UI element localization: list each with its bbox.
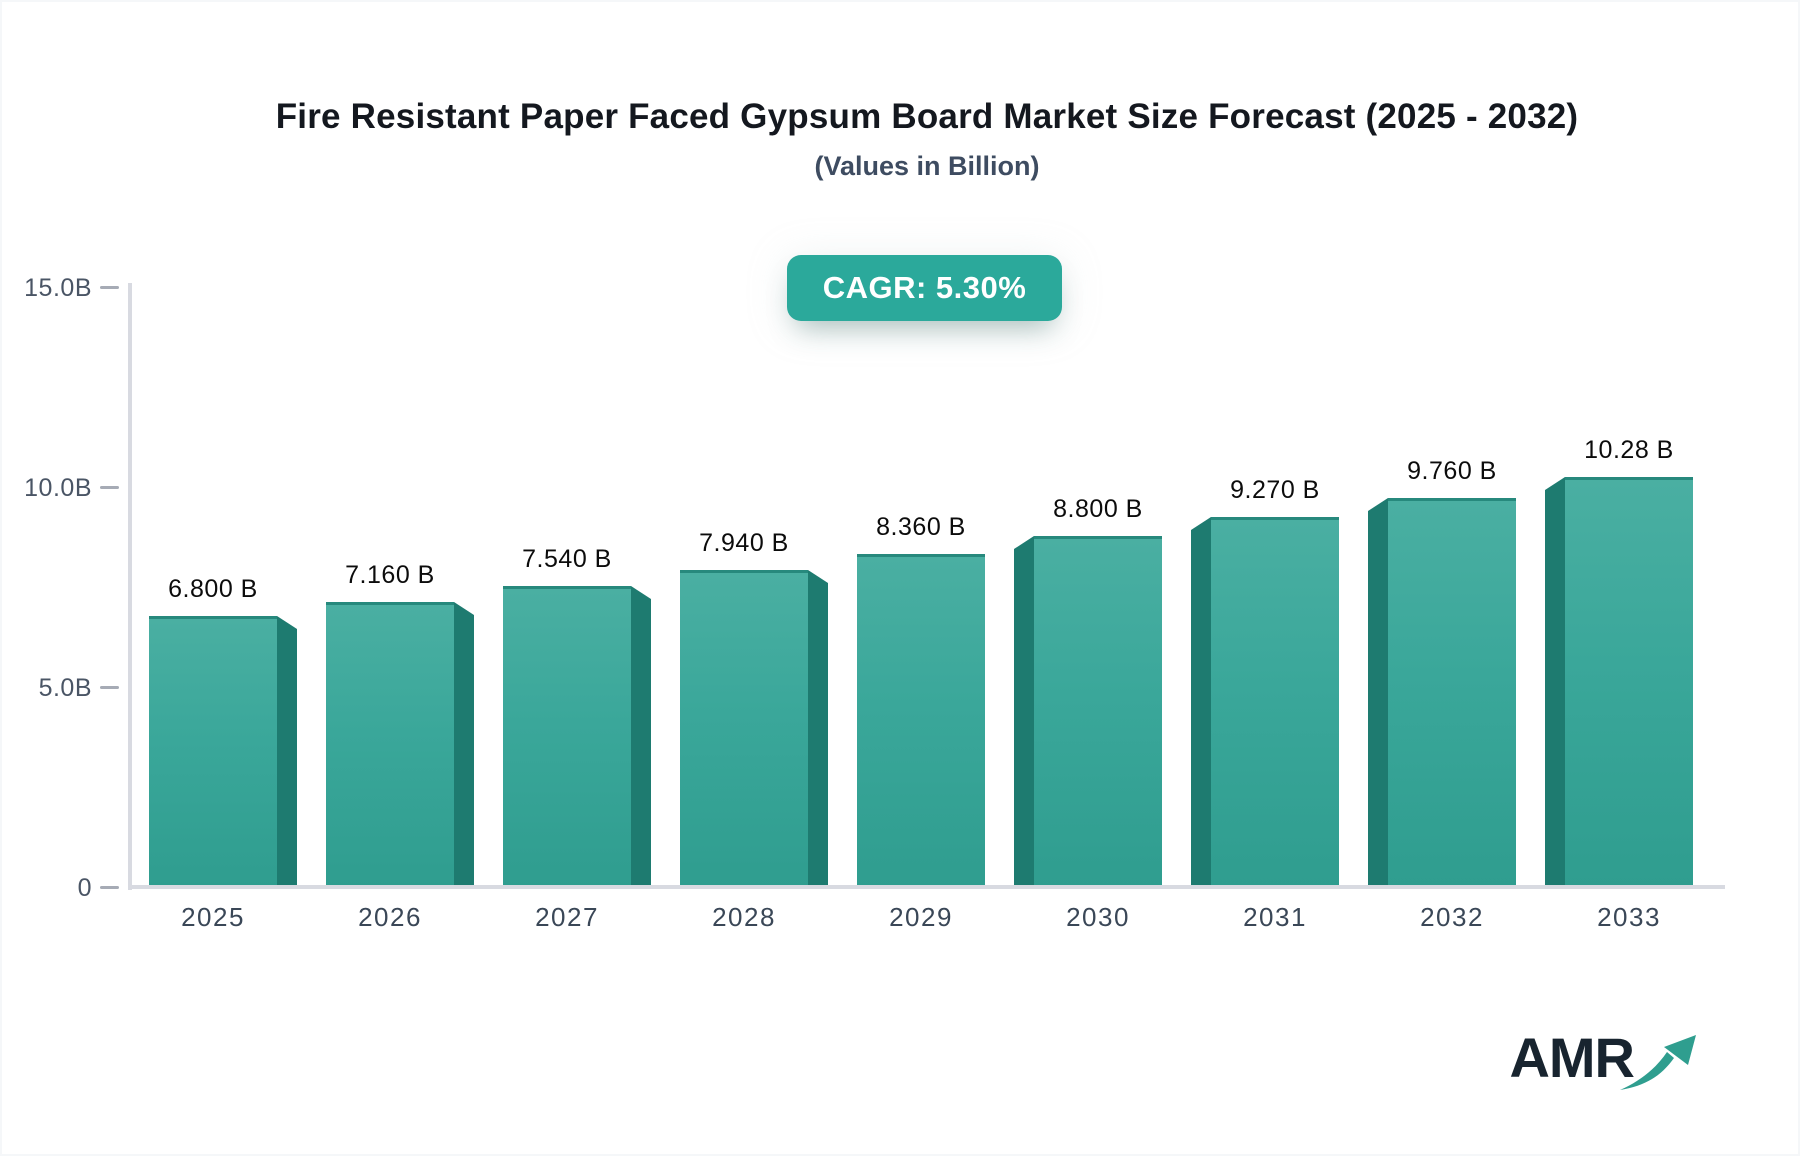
bar[interactable] <box>1034 536 1162 888</box>
bar[interactable] <box>857 554 985 888</box>
x-axis-label: 2027 <box>535 902 599 932</box>
y-axis-tick-label: 10.0B <box>24 474 92 502</box>
x-axis-label: 2028 <box>712 902 776 932</box>
y-axis-tick-mark <box>100 686 119 689</box>
bar-value-label: 9.760 B <box>1407 457 1497 485</box>
y-axis-line <box>128 283 132 890</box>
bar-value-label: 8.360 B <box>876 513 966 541</box>
chart-title: Fire Resistant Paper Faced Gypsum Board … <box>275 97 1579 136</box>
chart-header: Fire Resistant Paper Faced Gypsum Board … <box>0 0 1800 182</box>
amr-logo-text: AMR <box>1509 1026 1635 1089</box>
bar-value-label: 9.270 B <box>1230 476 1320 504</box>
x-axis-label: 2030 <box>1066 902 1130 932</box>
bar[interactable] <box>1388 498 1516 888</box>
bar-value-label: 8.800 B <box>1053 495 1143 523</box>
bar-value-label: 7.160 B <box>345 561 435 589</box>
bar-value-label: 7.940 B <box>699 529 789 557</box>
y-axis-tick-mark <box>100 486 119 489</box>
bar-value-label: 10.28 B <box>1584 436 1674 464</box>
bar-value-label: 6.800 B <box>168 575 258 603</box>
growth-arrow-icon <box>1620 1035 1696 1090</box>
cagr-badge: CAGR: 5.30% <box>787 255 1062 321</box>
y-axis-tick-mark <box>100 286 119 289</box>
bar-side-face <box>631 586 651 888</box>
bar-side-face <box>1191 517 1211 888</box>
amr-logo: AMR <box>1509 1026 1702 1094</box>
x-axis-label: 2032 <box>1420 902 1484 932</box>
y-axis-tick-label: 0 <box>77 874 92 902</box>
bar-side-face <box>1368 498 1388 888</box>
y-axis-tick-label: 5.0B <box>38 674 92 702</box>
x-axis-label: 2025 <box>181 902 245 932</box>
bar[interactable] <box>503 586 631 888</box>
bar-side-face <box>1545 477 1565 888</box>
bar[interactable] <box>326 602 454 888</box>
x-axis-label: 2033 <box>1597 902 1661 932</box>
bar[interactable] <box>149 616 277 888</box>
y-axis-tick-mark <box>100 886 119 889</box>
x-axis-label: 2029 <box>889 902 953 932</box>
bar-value-label: 7.540 B <box>522 545 612 573</box>
chart-subtitle: (Values in Billion) <box>814 151 1040 181</box>
bar[interactable] <box>680 570 808 888</box>
bar-side-face <box>454 602 474 888</box>
bar-side-face <box>1014 536 1034 888</box>
x-axis-label: 2026 <box>358 902 422 932</box>
bar[interactable] <box>1211 517 1339 888</box>
x-axis-label: 2031 <box>1243 902 1307 932</box>
bar-side-face <box>808 570 828 888</box>
y-axis-tick-label: 15.0B <box>24 274 92 302</box>
cagr-badge-label: CAGR: 5.30% <box>822 270 1027 305</box>
bar[interactable] <box>1565 477 1693 888</box>
x-axis-line <box>128 885 1725 889</box>
bar-side-face <box>277 616 297 888</box>
